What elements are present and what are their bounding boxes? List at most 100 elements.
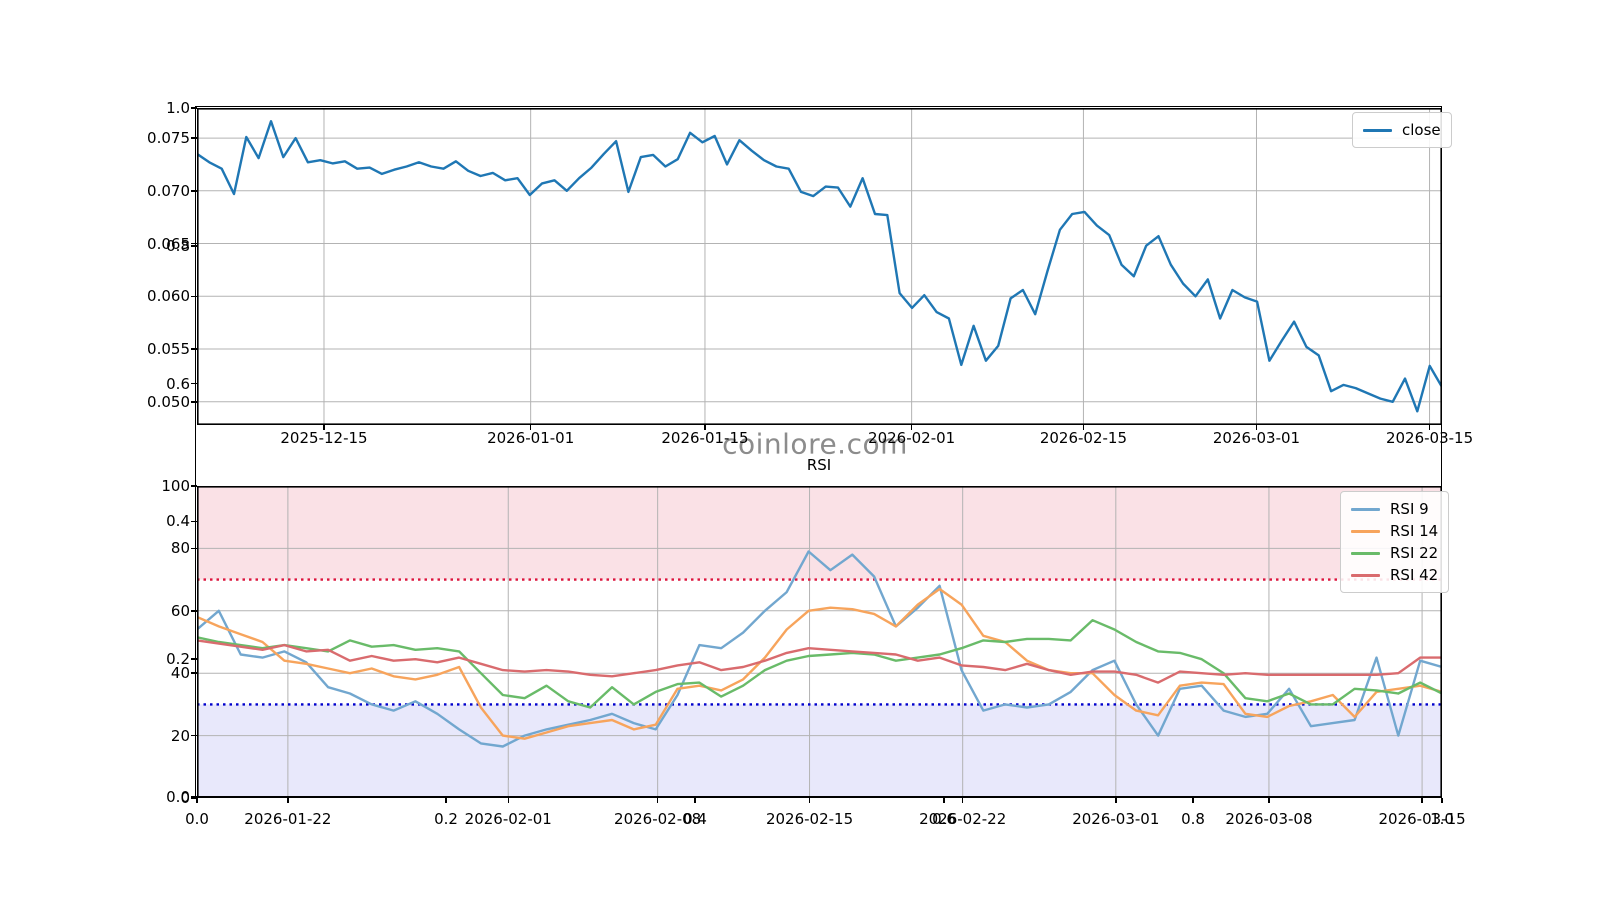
price-x-tick-label: 2026-02-15 [1039,429,1128,447]
tick-mark [191,295,197,298]
tick-mark [1441,798,1443,803]
rsi-legend-item: RSI 14 [1351,520,1438,542]
rsi-y-tick-label: 20 [170,726,190,745]
legend-label: RSI 14 [1390,522,1439,540]
tick-mark [507,798,509,803]
overlay-y-tick-label: 1.0 [166,98,190,117]
tick-mark [191,242,197,245]
price-y-tick-label: 0.050 [147,392,190,411]
legend-line-swatch [1351,573,1380,577]
price-y-tick-label: 0.065 [147,234,190,253]
tick-mark [961,798,964,803]
price-y-tick-label: 0.055 [147,339,190,358]
rsi-x-tick-label: 2026-03-01 [1072,810,1160,828]
overlay-x-tick-label: 0.2 [434,810,458,828]
tick-mark [191,547,197,550]
tick-mark [191,382,197,385]
price-legend: close [1352,112,1452,148]
rsi-y-tick-label: 60 [170,601,190,620]
rsi-x-tick-label: 2026-02-22 [919,810,1007,828]
tick-mark [1268,798,1270,803]
tick-mark [943,798,945,803]
tick-mark [704,425,706,430]
watermark: coinlore.com [722,427,908,461]
tick-mark [191,137,197,139]
overlay-x-tick-label: 0.6 [932,810,956,828]
rsi-x-tick-label: 2026-03-15 [1378,810,1466,828]
tick-mark [1192,798,1194,803]
overlay-y-tick-label: 0.4 [166,512,190,531]
overlay-x-tick-label: 0.8 [1181,810,1205,828]
overlay-x-tick-label: 1.0 [1430,810,1454,828]
overlay-x-tick-label: 0.4 [683,810,707,828]
price-x-tick-label: 2026-03-01 [1212,429,1301,447]
price-x-tick-label: 2026-01-01 [487,429,575,447]
tick-mark [191,734,197,737]
overlay-y-tick-label: 0.2 [166,649,190,668]
tick-mark [1082,425,1085,430]
tick-mark [1421,798,1423,803]
legend-label: close [1402,121,1441,139]
tick-mark [1428,425,1431,430]
rsi-x-tick-label: 2026-03-08 [1225,810,1313,828]
legend-label: RSI 42 [1390,566,1439,584]
rsi-y-tick-label: 40 [170,663,190,682]
legend-label: RSI 22 [1390,544,1439,562]
legend-line-swatch [1351,529,1380,533]
rsi-chart [197,486,1442,798]
overlay-y-tick-label: 0.8 [166,236,190,255]
price-chart [197,108,1442,425]
tick-mark [191,401,197,403]
tick-mark [191,485,197,487]
tick-mark [191,658,197,660]
tick-mark [191,348,197,350]
overlay-y-tick-label: 0.0 [166,787,190,806]
overlay-y-tick-label: 0.6 [166,374,190,393]
price-x-tick-label: 2026-03-15 [1385,429,1474,447]
tick-mark [656,798,659,803]
tick-mark [191,107,197,109]
tick-mark [445,798,447,803]
tick-mark [191,672,197,674]
rsi-legend-item: RSI 9 [1351,498,1438,520]
tick-mark [191,610,197,612]
rsi-y-tick-label: 100 [161,476,190,495]
legend-line-swatch [1351,551,1380,555]
rsi-x-tick-label: 2026-02-01 [464,810,552,828]
tick-mark [694,798,696,803]
overlay-x-tick-label: 0.0 [185,810,209,828]
tick-mark [1115,798,1117,803]
tick-mark [191,190,197,192]
price-x-tick-label: 2025-12-15 [280,429,368,447]
price-x-tick-label: 2026-01-15 [661,429,749,447]
rsi-y-tick-label: 80 [170,539,190,558]
rsi-x-tick-label: 2026-02-08 [614,810,702,828]
tick-mark [529,425,532,430]
rsi-x-tick-label: 2026-02-15 [765,810,854,828]
tick-mark [910,425,913,430]
legend-line-swatch [1363,128,1392,132]
rsi-legend: RSI 9 RSI 14 RSI 22 RSI 42 [1340,491,1450,593]
rsi-legend-item: RSI 22 [1351,542,1438,564]
legend-line-swatch [1351,507,1380,511]
tick-mark [196,798,198,803]
rsi-y-tick-label: 0 [180,788,190,807]
price-y-tick-label: 0.060 [147,287,190,306]
tick-mark [808,798,811,803]
tick-mark [191,796,197,798]
tick-mark [191,245,197,247]
rsi-x-tick-label: 2026-01-22 [244,810,332,828]
price-legend-item: close [1363,119,1441,141]
price-y-tick-label: 0.070 [147,181,190,200]
tick-mark [191,520,197,523]
price-x-tick-label: 2026-02-01 [868,429,956,447]
legend-label: RSI 9 [1390,500,1429,518]
tick-mark [1255,425,1258,430]
price-y-tick-label: 0.075 [147,128,190,147]
tick-mark [323,425,325,430]
tick-mark [191,797,197,799]
rsi-chart-title: RSI [806,456,832,474]
rsi-legend-item: RSI 42 [1351,564,1438,586]
tick-mark [287,798,289,803]
